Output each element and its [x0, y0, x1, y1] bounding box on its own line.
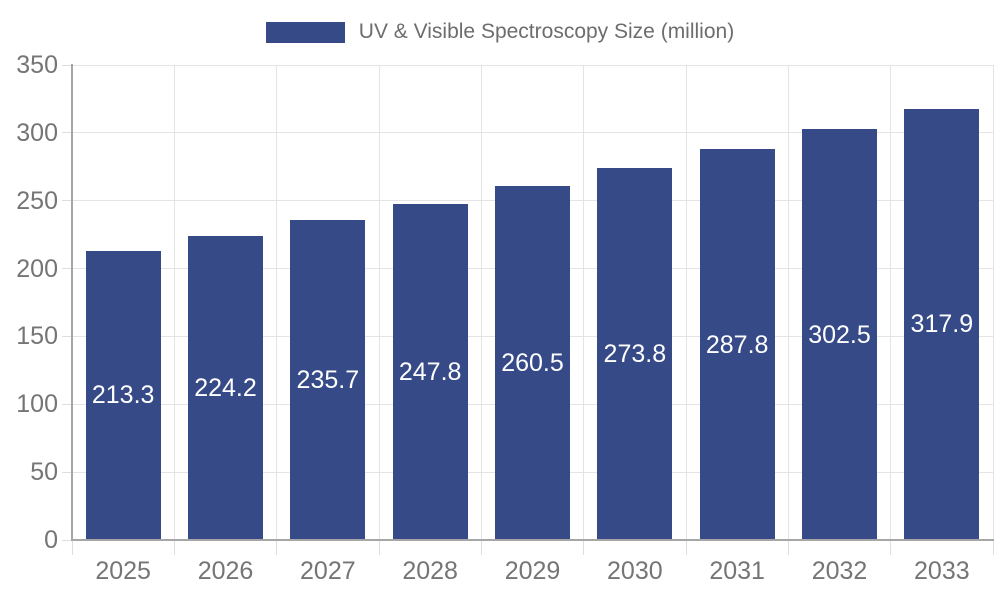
- bar-value-label: 260.5: [501, 349, 564, 378]
- gridline-vertical: [787, 65, 789, 540]
- y-axis-tick: [62, 132, 72, 134]
- x-axis-label-2025: 2025: [95, 557, 151, 585]
- gridline-vertical: [480, 65, 482, 540]
- x-axis-tick: [480, 540, 482, 555]
- x-axis-label-2033: 2033: [914, 557, 970, 585]
- x-axis-line: [71, 539, 994, 541]
- y-axis-tick: [62, 200, 72, 202]
- bar-value-label: 302.5: [808, 320, 871, 349]
- bar-2031: [699, 149, 775, 540]
- x-axis-tick: [71, 540, 73, 555]
- x-axis-label-2028: 2028: [402, 557, 458, 585]
- y-axis-label: 250: [16, 186, 58, 215]
- y-axis-label: 350: [16, 51, 58, 79]
- x-axis-tick: [685, 540, 687, 555]
- gridline-vertical: [890, 65, 892, 540]
- x-axis-tick: [583, 540, 585, 555]
- y-axis-tick: [62, 539, 72, 541]
- y-axis-tick: [62, 335, 72, 337]
- x-axis-tick: [787, 540, 789, 555]
- y-axis-tick: [62, 403, 72, 405]
- y-axis-label: 0: [44, 526, 58, 554]
- y-axis-tick: [62, 471, 72, 473]
- bar-2028: [392, 203, 468, 540]
- y-axis-label: 100: [16, 390, 58, 419]
- y-axis-label: 50: [30, 458, 58, 487]
- bar-value-label: 247.8: [398, 357, 462, 386]
- gridline-horizontal: [72, 64, 993, 66]
- gridline-horizontal: [72, 132, 993, 134]
- gridline-vertical: [378, 65, 380, 540]
- legend-label: UV & Visible Spectroscopy Size (million): [358, 20, 735, 43]
- x-axis-label-2027: 2027: [300, 557, 356, 585]
- bar-value-label: 235.7: [296, 366, 360, 395]
- x-axis-tick: [276, 540, 278, 555]
- gridline-vertical: [276, 65, 278, 540]
- y-axis-tick: [62, 268, 72, 270]
- bar-value-label: 287.8: [705, 330, 769, 359]
- bar-2027: [290, 220, 366, 540]
- x-axis-tick: [890, 540, 892, 555]
- x-axis-tick: [992, 540, 994, 555]
- y-axis-line: [71, 64, 73, 541]
- legend-item[interactable]: UV & Visible Spectroscopy Size (million): [0, 20, 1000, 44]
- legend-swatch: [265, 21, 345, 43]
- bar-2033: [904, 108, 980, 540]
- gridline-vertical: [992, 65, 994, 540]
- x-axis-label-2026: 2026: [197, 557, 254, 585]
- x-axis-label-2029: 2029: [504, 557, 561, 585]
- x-axis-tick: [173, 540, 175, 555]
- gridline-vertical: [173, 65, 175, 540]
- x-axis-tick: [378, 540, 380, 555]
- bar-value-label: 317.9: [910, 310, 974, 339]
- bar-value-label: 213.3: [91, 381, 155, 410]
- x-axis-label-2031: 2031: [709, 557, 765, 585]
- x-axis-label-2032: 2032: [811, 557, 868, 585]
- y-axis-tick: [62, 64, 72, 66]
- y-axis-label: 150: [16, 322, 58, 351]
- bar-2030: [597, 168, 673, 540]
- bar-2026: [188, 235, 263, 540]
- bar-value-label: 224.2: [194, 373, 257, 402]
- bar-2029: [495, 186, 570, 540]
- y-axis-label: 300: [16, 118, 58, 147]
- bar-2025: [85, 250, 161, 540]
- bar-value-label: 273.8: [603, 340, 667, 369]
- gridline-vertical: [583, 65, 585, 540]
- x-axis-label-2030: 2030: [607, 557, 663, 585]
- bar-2032: [802, 129, 877, 540]
- y-axis-label: 200: [16, 254, 58, 283]
- gridline-vertical: [685, 65, 687, 540]
